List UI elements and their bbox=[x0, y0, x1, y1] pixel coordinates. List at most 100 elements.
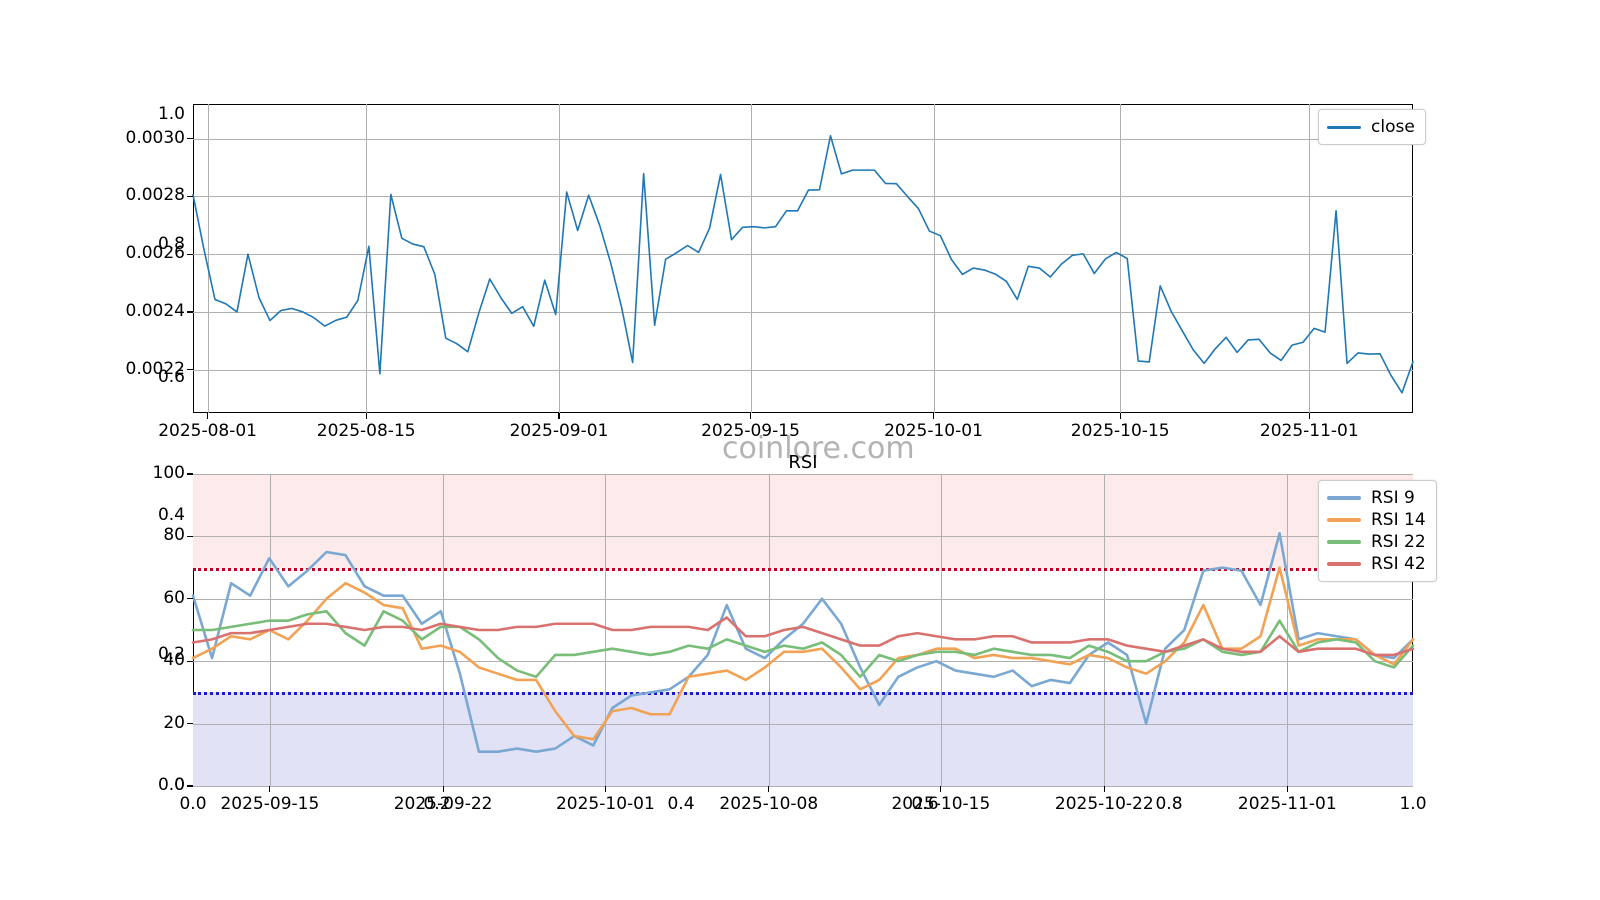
price-y-tick bbox=[187, 138, 193, 140]
price-gridline-h bbox=[193, 138, 1413, 140]
rsi-gridline-h bbox=[193, 661, 1413, 663]
price-y-tick bbox=[187, 253, 193, 255]
price-y-tick-label: 0.0026 bbox=[125, 243, 185, 264]
rsi-x-tick-label-secondary: 0.4 bbox=[667, 794, 695, 814]
rsi-x-tick-label-secondary: 1.0 bbox=[1399, 794, 1427, 814]
legend-label: RSI 9 bbox=[1371, 487, 1415, 508]
rsi-threshold-line bbox=[193, 692, 1413, 696]
price-gridline-h bbox=[193, 369, 1413, 371]
price-x-tick-label: 2025-08-01 bbox=[158, 421, 257, 441]
rsi-y-tick bbox=[187, 660, 193, 662]
legend-line-icon bbox=[1327, 540, 1361, 544]
legend-item[interactable]: RSI 22 bbox=[1327, 531, 1426, 553]
rsi-x-tick-label-secondary: 0.0 bbox=[179, 794, 207, 814]
rsi-legend: RSI 9 RSI 14 RSI 22 RSI 42 bbox=[1318, 480, 1437, 582]
legend-item[interactable]: RSI 9 bbox=[1327, 487, 1426, 509]
rsi-x-tick bbox=[604, 786, 606, 792]
legend-line-icon bbox=[1327, 562, 1361, 566]
rsi-gridline-h bbox=[193, 474, 1413, 475]
legend-line-icon bbox=[1327, 125, 1361, 129]
price-gridline-h bbox=[193, 311, 1413, 313]
rsi-x-tick-label: 2025-09-15 bbox=[220, 794, 320, 814]
rsi-x-tick-label: 2025-10-22 bbox=[1054, 794, 1154, 814]
rsi-gridline-v bbox=[768, 474, 770, 786]
price-y-tick-label-secondary: 0.6 bbox=[157, 367, 185, 387]
price-gridline-h bbox=[193, 254, 1413, 256]
rsi-x-tick bbox=[940, 786, 942, 792]
price-axes-frame bbox=[193, 104, 1413, 413]
rsi-gridline-h bbox=[193, 723, 1413, 725]
price-x-tick-label: 2025-10-15 bbox=[1070, 421, 1170, 441]
price-x-tick-label: 2025-10-01 bbox=[884, 421, 983, 441]
rsi-x-tick-label-secondary: 0.8 bbox=[1155, 794, 1183, 814]
rsi-x-tick-label: 2025-10-15 bbox=[891, 794, 991, 814]
legend-label: RSI 22 bbox=[1371, 531, 1426, 552]
price-gridline-v bbox=[559, 104, 560, 413]
price-x-tick-label: 2025-08-15 bbox=[316, 421, 416, 441]
price-legend: close bbox=[1318, 109, 1426, 145]
rsi-gridline-v bbox=[605, 474, 607, 786]
rsi-series-svg bbox=[191, 531, 1415, 753]
rsi-y-tick-label-secondary: 0.2 bbox=[157, 644, 185, 664]
rsi-gridline-v bbox=[1287, 474, 1289, 786]
rsi-y-tick-label: 60 bbox=[163, 587, 185, 608]
rsi-y-tick-label-secondary: 0.4 bbox=[157, 505, 185, 525]
rsi-y-tick-label: 40 bbox=[163, 650, 185, 671]
price-gridline-h bbox=[193, 196, 1413, 198]
price-gridline-v bbox=[1309, 104, 1311, 413]
rsi-y-tick bbox=[187, 598, 193, 600]
price-y-tick bbox=[187, 195, 193, 198]
rsi-shaded-region bbox=[193, 692, 1413, 786]
rsi-y-tick-label-secondary: 0.0 bbox=[157, 775, 185, 795]
rsi-chart-title: RSI bbox=[788, 452, 818, 473]
price-x-tick bbox=[558, 413, 560, 419]
price-x-tick bbox=[365, 413, 367, 419]
price-x-tick-label: 2025-09-15 bbox=[701, 421, 800, 441]
rsi-gridline-v bbox=[443, 474, 445, 786]
price-chart-panel bbox=[192, 104, 1414, 413]
price-y-tick-label: 0.0022 bbox=[125, 358, 185, 379]
price-x-tick bbox=[1308, 413, 1310, 419]
rsi-x-tick-label: 2025-10-01 bbox=[555, 794, 655, 814]
price-gridline-v bbox=[1120, 104, 1122, 413]
rsi-gridline-h bbox=[193, 598, 1413, 600]
rsi-x-tick-label: 2025-10-08 bbox=[719, 794, 819, 814]
rsi-y-tick bbox=[187, 473, 193, 475]
price-x-tick bbox=[749, 413, 752, 419]
rsi-y-tick-label: 20 bbox=[163, 712, 185, 733]
rsi-y-tick-label: 80 bbox=[163, 525, 185, 546]
rsi-y-tick bbox=[187, 785, 193, 787]
rsi-y-tick-label: 0 bbox=[174, 775, 185, 795]
price-gridline-v bbox=[750, 104, 752, 413]
legend-label: close bbox=[1371, 116, 1415, 137]
price-y-tick bbox=[187, 369, 193, 371]
rsi-x-tick-label-secondary: 0.2 bbox=[423, 794, 451, 814]
price-y-tick-label: 0.0028 bbox=[125, 185, 185, 206]
rsi-threshold-line bbox=[193, 567, 1413, 571]
legend-item[interactable]: RSI 14 bbox=[1327, 509, 1426, 531]
price-gridline-v bbox=[207, 104, 209, 413]
rsi-x-tick bbox=[768, 786, 770, 792]
legend-item[interactable]: RSI 42 bbox=[1327, 553, 1426, 575]
price-y-tick-label: 0.0024 bbox=[125, 300, 185, 321]
rsi-gridline-v bbox=[1104, 474, 1106, 786]
rsi-x-tick bbox=[442, 786, 444, 792]
rsi-x-tick bbox=[269, 786, 271, 792]
legend-label: RSI 14 bbox=[1371, 509, 1426, 530]
price-y-tick-label-secondary: 1.0 bbox=[157, 104, 185, 124]
rsi-y-tick-label: 100 bbox=[152, 463, 185, 483]
legend-item[interactable]: close bbox=[1327, 116, 1415, 138]
rsi-chart-panel bbox=[191, 474, 1415, 787]
price-x-tick bbox=[1119, 413, 1121, 419]
rsi-x-tick-label: 2025-09-22 bbox=[393, 794, 493, 814]
price-y-tick bbox=[187, 311, 193, 313]
watermark: coinlore.com bbox=[722, 431, 915, 466]
legend-line-icon bbox=[1327, 496, 1361, 500]
rsi-gridline-h bbox=[193, 786, 1413, 787]
rsi-y-tick bbox=[187, 535, 193, 538]
price-x-tick bbox=[932, 413, 935, 419]
price-x-tick-label: 2025-09-01 bbox=[509, 421, 609, 441]
rsi-gridline-h bbox=[193, 536, 1413, 538]
rsi-y-tick bbox=[187, 723, 193, 725]
price-x-tick-label: 2025-11-01 bbox=[1259, 421, 1359, 441]
